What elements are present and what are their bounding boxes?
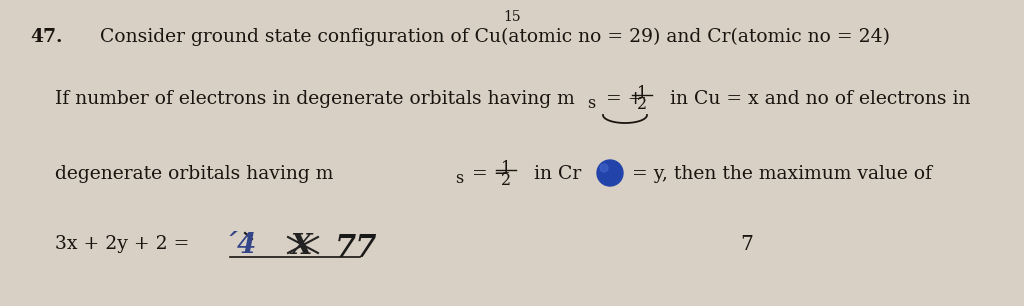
Text: 7: 7	[740, 235, 753, 254]
Text: = +: = +	[600, 90, 643, 108]
Text: s: s	[455, 170, 463, 187]
Text: = y, then the maximum value of: = y, then the maximum value of	[626, 165, 932, 183]
Text: 77: 77	[335, 233, 378, 264]
Text: 2: 2	[637, 96, 647, 113]
Circle shape	[600, 164, 608, 172]
Text: degenerate orbitals having m: degenerate orbitals having m	[55, 165, 334, 183]
Text: in Cu = x and no of electrons in: in Cu = x and no of electrons in	[658, 90, 971, 108]
Text: s: s	[587, 95, 595, 112]
Text: 1: 1	[501, 160, 511, 177]
Circle shape	[597, 160, 623, 186]
Text: 3x + 2y + 2 =: 3x + 2y + 2 =	[55, 235, 189, 253]
Text: 1: 1	[637, 85, 647, 102]
Text: in Cr: in Cr	[522, 165, 582, 183]
Text: 47.: 47.	[30, 28, 62, 46]
Text: X: X	[290, 233, 311, 260]
Text: Consider ground state configuration of Cu(atomic no = 29) and Cr(atomic no = 24): Consider ground state configuration of C…	[100, 28, 890, 46]
Text: 2: 2	[501, 172, 511, 189]
Text: = −: = −	[466, 165, 510, 183]
Text: If number of electrons in degenerate orbitals having m: If number of electrons in degenerate orb…	[55, 90, 574, 108]
Text: 15: 15	[503, 10, 521, 24]
Text: ́4: ́4	[238, 232, 257, 259]
